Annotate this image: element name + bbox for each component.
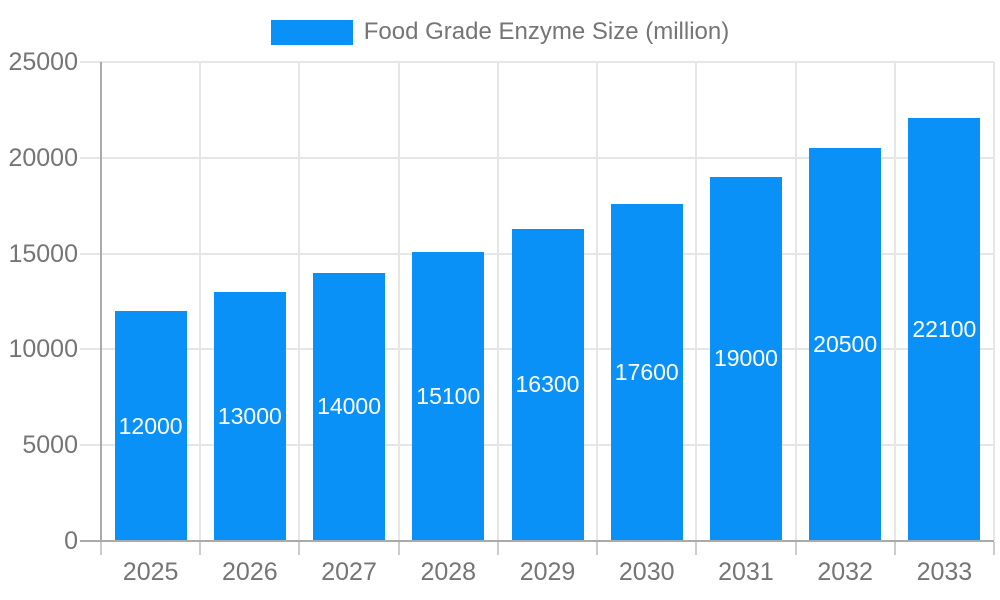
plot-area: 12000 13000 14000 15100 16300 17600 19000 20500…: [80, 61, 995, 542]
bar: 16300: [511, 228, 584, 541]
bar: 17600: [610, 203, 683, 541]
x-axis-tick-label: 2028: [420, 558, 477, 586]
bar-value-label: 13000: [217, 402, 282, 429]
x-axis-tick: [695, 542, 698, 555]
v-gridline: [695, 62, 698, 541]
bar-value-label: 12000: [118, 412, 183, 439]
x-axis-tick: [794, 542, 797, 555]
x-axis-line: [80, 540, 994, 542]
bar-value-label: 15100: [416, 382, 481, 409]
v-gridline: [993, 62, 995, 541]
y-axis-tick-label: 0: [64, 527, 78, 555]
bar: 13000: [213, 291, 286, 541]
x-axis-tick-label: 2032: [817, 558, 873, 586]
bar-value-label: 20500: [813, 331, 878, 358]
v-gridline: [199, 62, 202, 541]
x-axis-tick: [496, 542, 499, 555]
v-gridline: [496, 62, 499, 541]
bar: 22100: [908, 117, 981, 541]
x-axis-tick: [596, 542, 599, 555]
x-axis-tick-label: 2033: [916, 558, 973, 586]
x-axis-tick-label: 2031: [718, 558, 774, 586]
legend-swatch: [270, 19, 353, 45]
x-axis-tick-label: 2027: [321, 558, 377, 586]
legend-label: Food Grade Enzyme Size (million): [363, 18, 730, 45]
x-axis-tick: [993, 542, 995, 555]
bar-value-label: 14000: [317, 393, 382, 420]
y-axis-tick-label: 25000: [8, 48, 78, 76]
x-axis-tick-label: 2025: [122, 558, 179, 586]
x-axis-tick: [100, 542, 102, 555]
bar-value-label: 19000: [713, 345, 778, 372]
bar: 20500: [809, 148, 882, 541]
v-gridline: [397, 62, 400, 541]
x-axis-tick: [397, 542, 400, 555]
bar-value-label: 16300: [515, 371, 580, 398]
bar-value-label: 17600: [614, 358, 679, 385]
y-axis-tick-label: 15000: [8, 239, 78, 268]
h-gridline: [80, 61, 994, 63]
v-gridline: [794, 62, 797, 541]
bar-value-label: 22100: [912, 315, 977, 342]
y-axis-tick-label: 5000: [22, 431, 78, 460]
h-gridline: [80, 156, 994, 159]
v-gridline: [298, 62, 301, 541]
y-axis-line: [100, 62, 102, 541]
x-axis-tick: [298, 542, 301, 555]
y-axis-tick-label: 20000: [8, 143, 78, 172]
bar: 15100: [412, 251, 485, 541]
v-gridline: [893, 62, 896, 541]
x-axis-tick-label: 2026: [222, 558, 278, 586]
x-axis-tick-label: 2030: [618, 558, 675, 586]
legend: Food Grade Enzyme Size (million): [0, 17, 1000, 47]
x-axis-tick-label: 2029: [519, 558, 576, 586]
x-axis-tick: [893, 542, 896, 555]
bar: 14000: [313, 272, 386, 541]
bar: 12000: [114, 311, 187, 541]
y-axis-tick-label: 10000: [8, 335, 78, 364]
x-axis-tick: [199, 542, 202, 555]
v-gridline: [596, 62, 599, 541]
bar: 19000: [709, 176, 782, 541]
